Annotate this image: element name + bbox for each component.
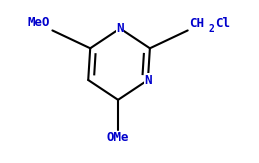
- Text: MeO: MeO: [27, 16, 50, 29]
- Text: OMe: OMe: [107, 131, 129, 144]
- Text: N: N: [116, 22, 124, 35]
- Text: CH: CH: [189, 17, 204, 30]
- Text: Cl: Cl: [215, 17, 230, 30]
- Text: N: N: [144, 74, 152, 87]
- Text: 2: 2: [208, 24, 214, 34]
